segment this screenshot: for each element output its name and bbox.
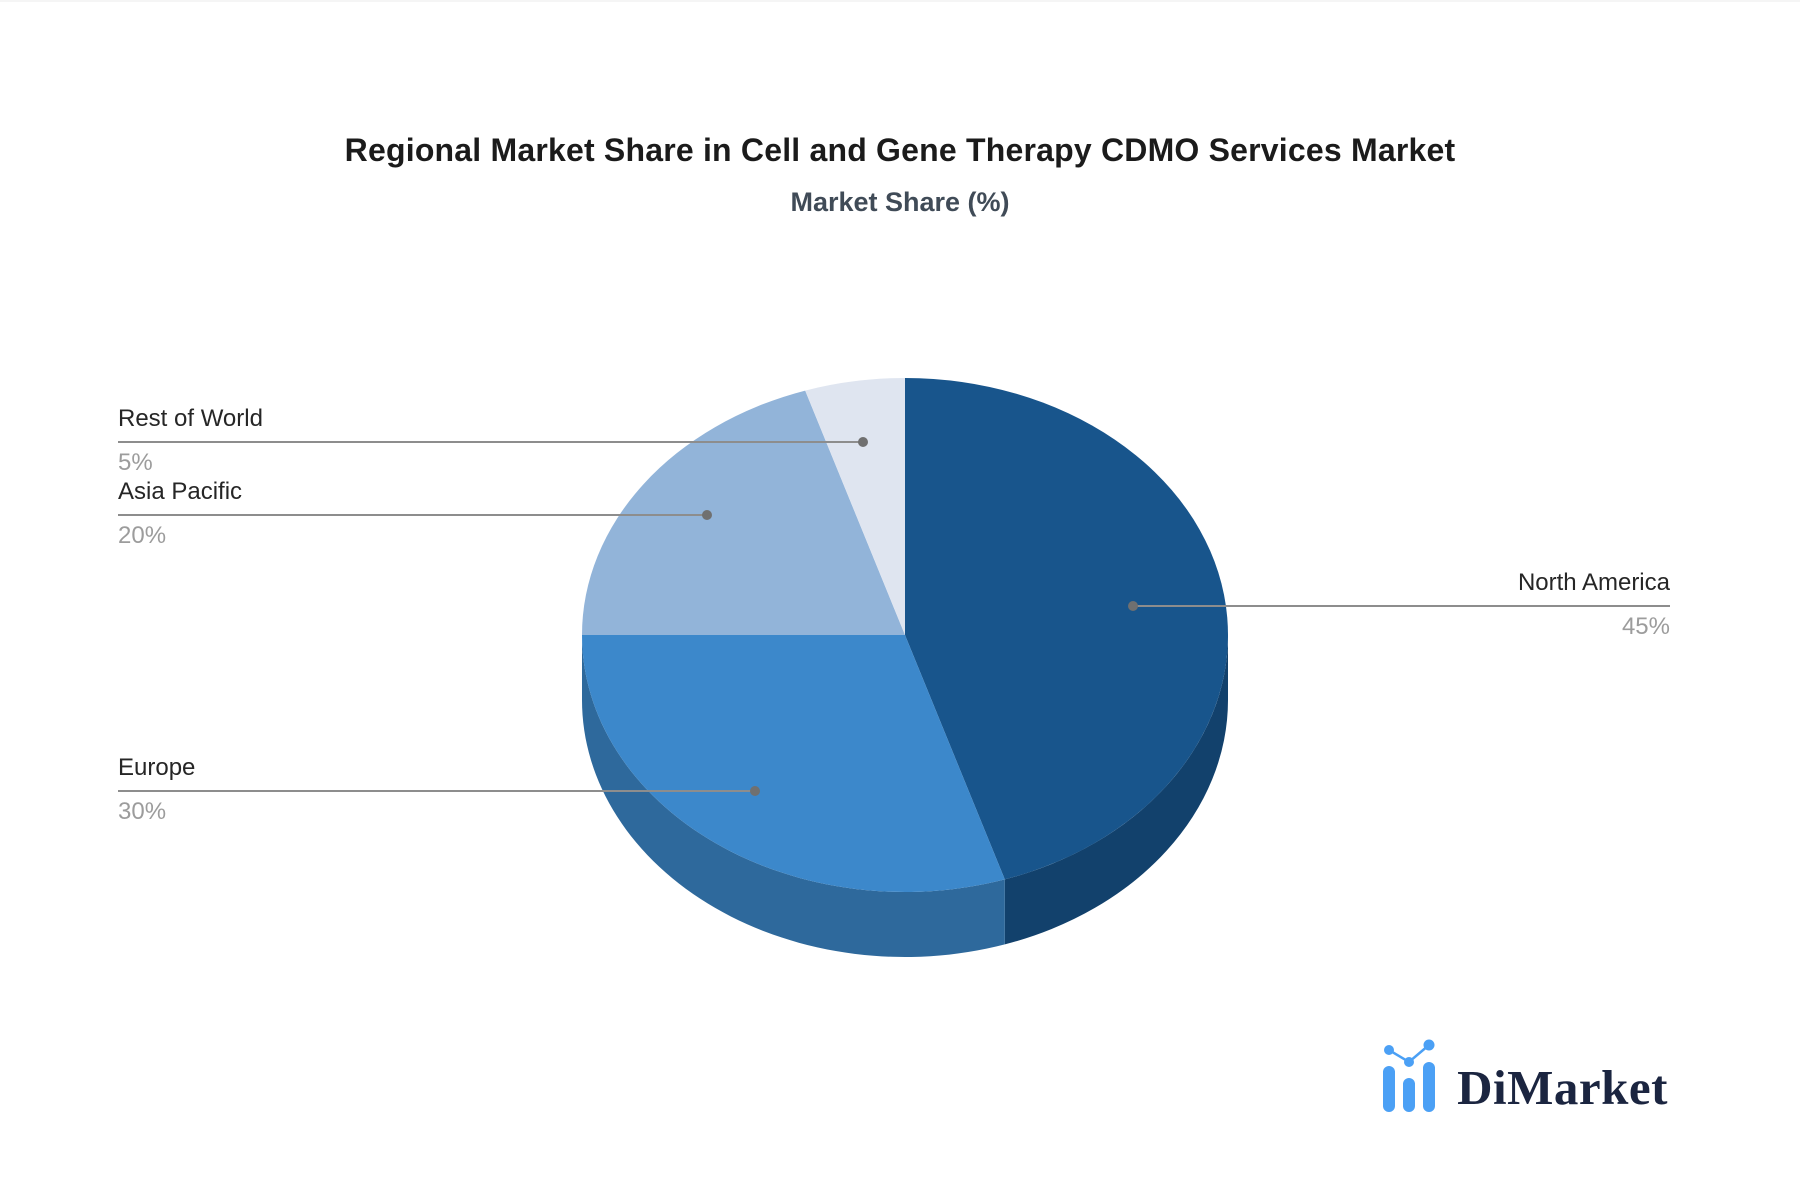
dimarket-logo: DiMarket bbox=[1380, 1036, 1668, 1112]
pie-rim-europe bbox=[582, 635, 1005, 957]
leader-dot-rest-of-world bbox=[858, 437, 868, 447]
slice-label: Asia Pacific bbox=[118, 478, 243, 505]
leader-dot-north-america bbox=[1128, 601, 1138, 611]
leader-dot-asia-pacific bbox=[702, 510, 712, 520]
logo-text: DiMarket bbox=[1457, 1060, 1668, 1116]
slice-label: North America bbox=[1517, 569, 1670, 596]
logo-dots bbox=[1384, 1039, 1435, 1067]
slice-percent: 20% bbox=[118, 522, 167, 549]
logo-bars bbox=[1383, 1062, 1436, 1112]
slice-label: Europe bbox=[118, 754, 196, 781]
callout-asia-pacific: Asia Pacific 20% bbox=[118, 477, 678, 551]
leader-dot-europe bbox=[750, 786, 760, 796]
pie-slice-north-america bbox=[905, 378, 1228, 880]
pie-rim-north-america bbox=[1004, 635, 1228, 945]
chart-title: Regional Market Share in Cell and Gene T… bbox=[344, 132, 1456, 168]
callout-europe: Europe 30% bbox=[118, 753, 678, 827]
slice-percent: 5% bbox=[118, 449, 153, 476]
slice-percent: 30% bbox=[118, 798, 167, 825]
chart-subtitle: Market Share (%) bbox=[790, 187, 1010, 217]
slice-percent: 45% bbox=[1621, 613, 1670, 640]
callout-north-america: North America 45% bbox=[1110, 568, 1670, 642]
bar-chart-logo-icon bbox=[1383, 1039, 1436, 1112]
chart-header: Regional Market Share in Cell and Gene T… bbox=[0, 132, 1800, 218]
callout-rest-of-world: Rest of World 5% bbox=[118, 404, 678, 478]
pie-slice-europe bbox=[582, 635, 1005, 892]
slice-label: Rest of World bbox=[118, 405, 263, 432]
pie-slice-asia-pacific bbox=[582, 390, 905, 635]
